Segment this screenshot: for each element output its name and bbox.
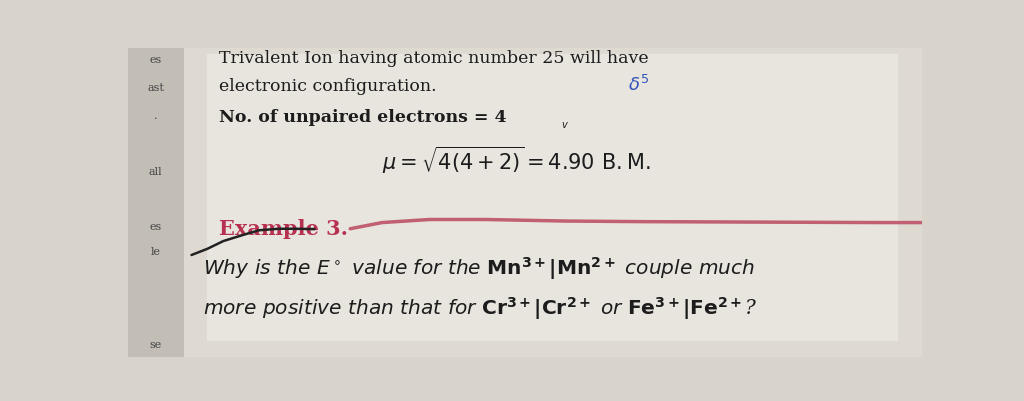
Text: se: se xyxy=(150,340,162,350)
Text: $\mu = \sqrt{4(4+2)} = 4.90\ \mathrm{B.M.}$: $\mu = \sqrt{4(4+2)} = 4.90\ \mathrm{B.M… xyxy=(382,145,650,176)
FancyBboxPatch shape xyxy=(183,48,922,357)
FancyBboxPatch shape xyxy=(207,54,898,342)
Text: $\it{more\ positive\ than\ that\ for}$ $\mathbf{Cr^{3+}|Cr^{2+}}$ $\it{or}$ $\ma: $\it{more\ positive\ than\ that\ for}$ $… xyxy=(204,296,758,322)
Text: .: . xyxy=(154,111,158,121)
Text: $\delta^5$: $\delta^5$ xyxy=(628,75,649,95)
Text: $\it{Why\ is\ the}$ $E^\circ$ $\it{value\ for\ the}$ $\mathbf{Mn^{3+}|Mn^{2+}}$ : $\it{Why\ is\ the}$ $E^\circ$ $\it{value… xyxy=(204,255,756,282)
Text: es: es xyxy=(150,55,162,65)
Text: le: le xyxy=(151,247,161,257)
Text: No. of unpaired electrons = 4: No. of unpaired electrons = 4 xyxy=(219,109,507,126)
Text: $_v$: $_v$ xyxy=(560,117,568,131)
Text: electronic configuration.: electronic configuration. xyxy=(219,78,437,95)
FancyBboxPatch shape xyxy=(128,48,183,357)
Text: Trivalent Ion having atomic number 25 will have: Trivalent Ion having atomic number 25 wi… xyxy=(219,51,649,67)
Text: all: all xyxy=(148,167,163,176)
Text: Example 3.: Example 3. xyxy=(219,219,348,239)
Text: ast: ast xyxy=(147,83,164,93)
Text: es: es xyxy=(150,222,162,232)
